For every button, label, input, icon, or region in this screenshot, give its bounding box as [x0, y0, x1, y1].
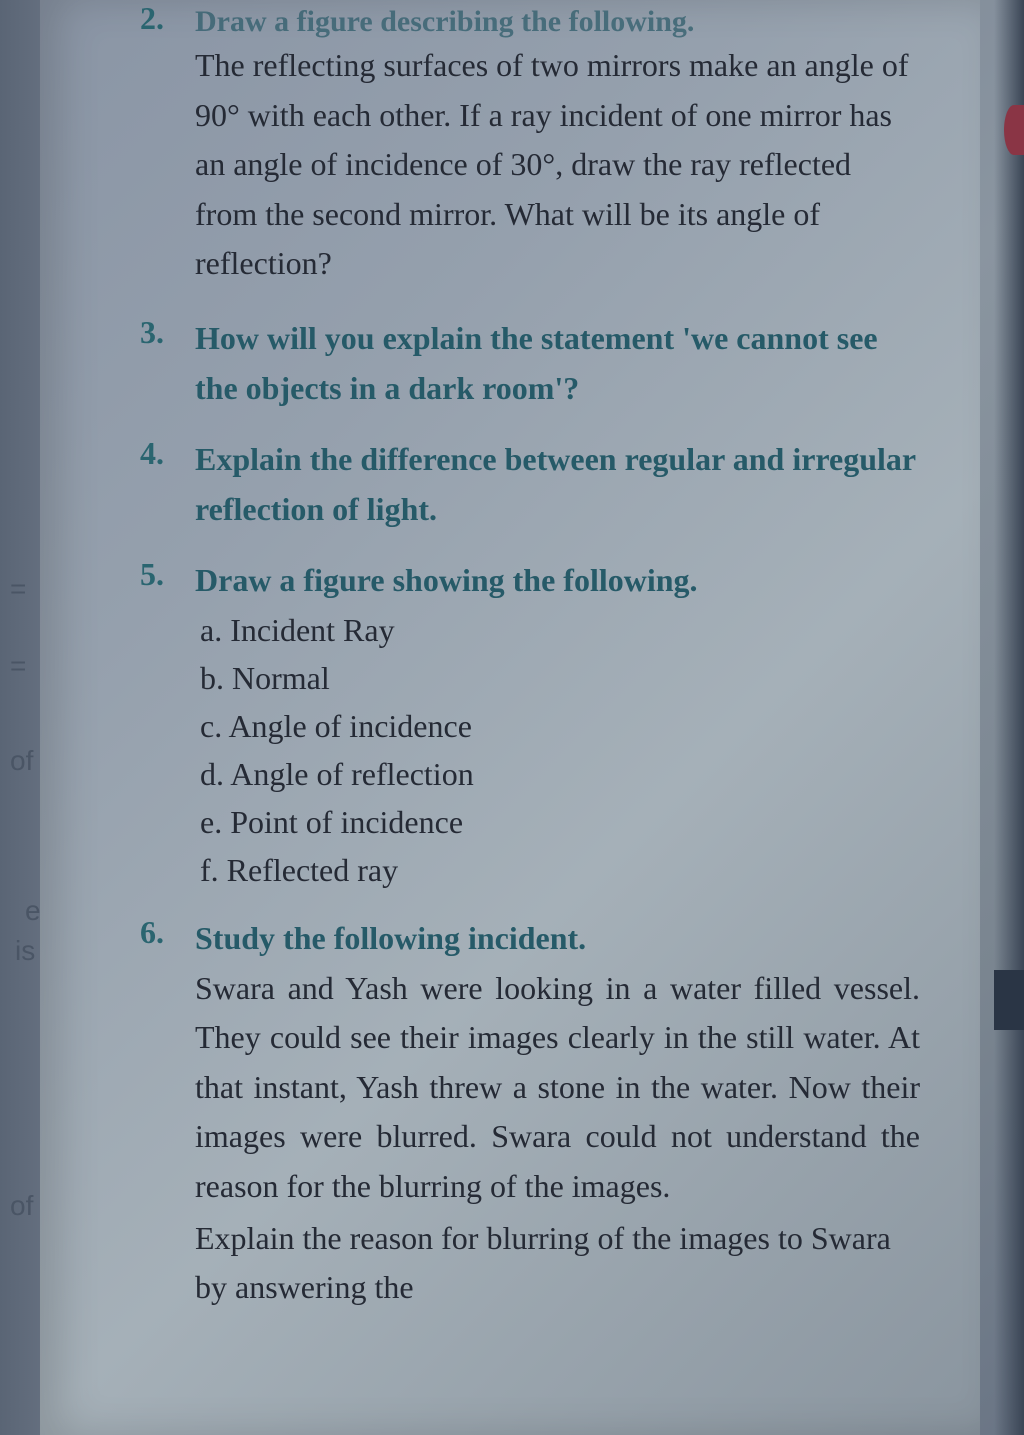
question-6: 6. Study the following incident. Swara a… [140, 914, 920, 1313]
question-body: Swara and Yash were looking in a water f… [195, 964, 920, 1212]
question-5: 5. Draw a figure showing the following. … [140, 556, 920, 894]
textbook-page: 2. Draw a figure describing the followin… [40, 0, 980, 1435]
question-2: 2. Draw a figure describing the followin… [140, 0, 920, 289]
question-number: 3. [140, 314, 164, 351]
question-body-continued: Explain the reason for blurring of the i… [195, 1214, 920, 1313]
margin-symbol: = [10, 650, 26, 682]
page-right-edge [994, 0, 1024, 1435]
question-header: Draw a figure describing the following. [195, 5, 920, 39]
list-item-b: b. Normal [195, 654, 920, 702]
question-number: 6. [140, 914, 164, 951]
question-body: The reflecting surfaces of two mirrors m… [195, 41, 920, 289]
margin-text-fragment: of [10, 1190, 33, 1222]
question-number: 4. [140, 435, 164, 472]
question-body: Explain the difference between regular a… [195, 435, 920, 534]
list-item-f: f. Reflected ray [195, 846, 920, 894]
question-4: 4. Explain the difference between regula… [140, 435, 920, 534]
question-3: 3. How will you explain the statement 'w… [140, 314, 920, 413]
margin-text-fragment: is [15, 935, 35, 967]
page-edge-shadow [994, 970, 1024, 1030]
list-item-d: d. Angle of reflection [195, 750, 920, 798]
margin-text-fragment: of [10, 745, 33, 777]
question-body: How will you explain the statement 'we c… [195, 314, 920, 413]
margin-symbol: = [10, 573, 26, 605]
question-header: Study the following incident. [195, 914, 920, 964]
question-number: 2. [140, 0, 164, 37]
page-edge-mark [1004, 105, 1024, 155]
margin-text-fragment: e [25, 895, 41, 927]
list-item-a: a. Incident Ray [195, 606, 920, 654]
question-header: Draw a figure showing the following. [195, 556, 920, 606]
list-item-e: e. Point of incidence [195, 798, 920, 846]
question-number: 5. [140, 556, 164, 593]
list-item-c: c. Angle of incidence [195, 702, 920, 750]
